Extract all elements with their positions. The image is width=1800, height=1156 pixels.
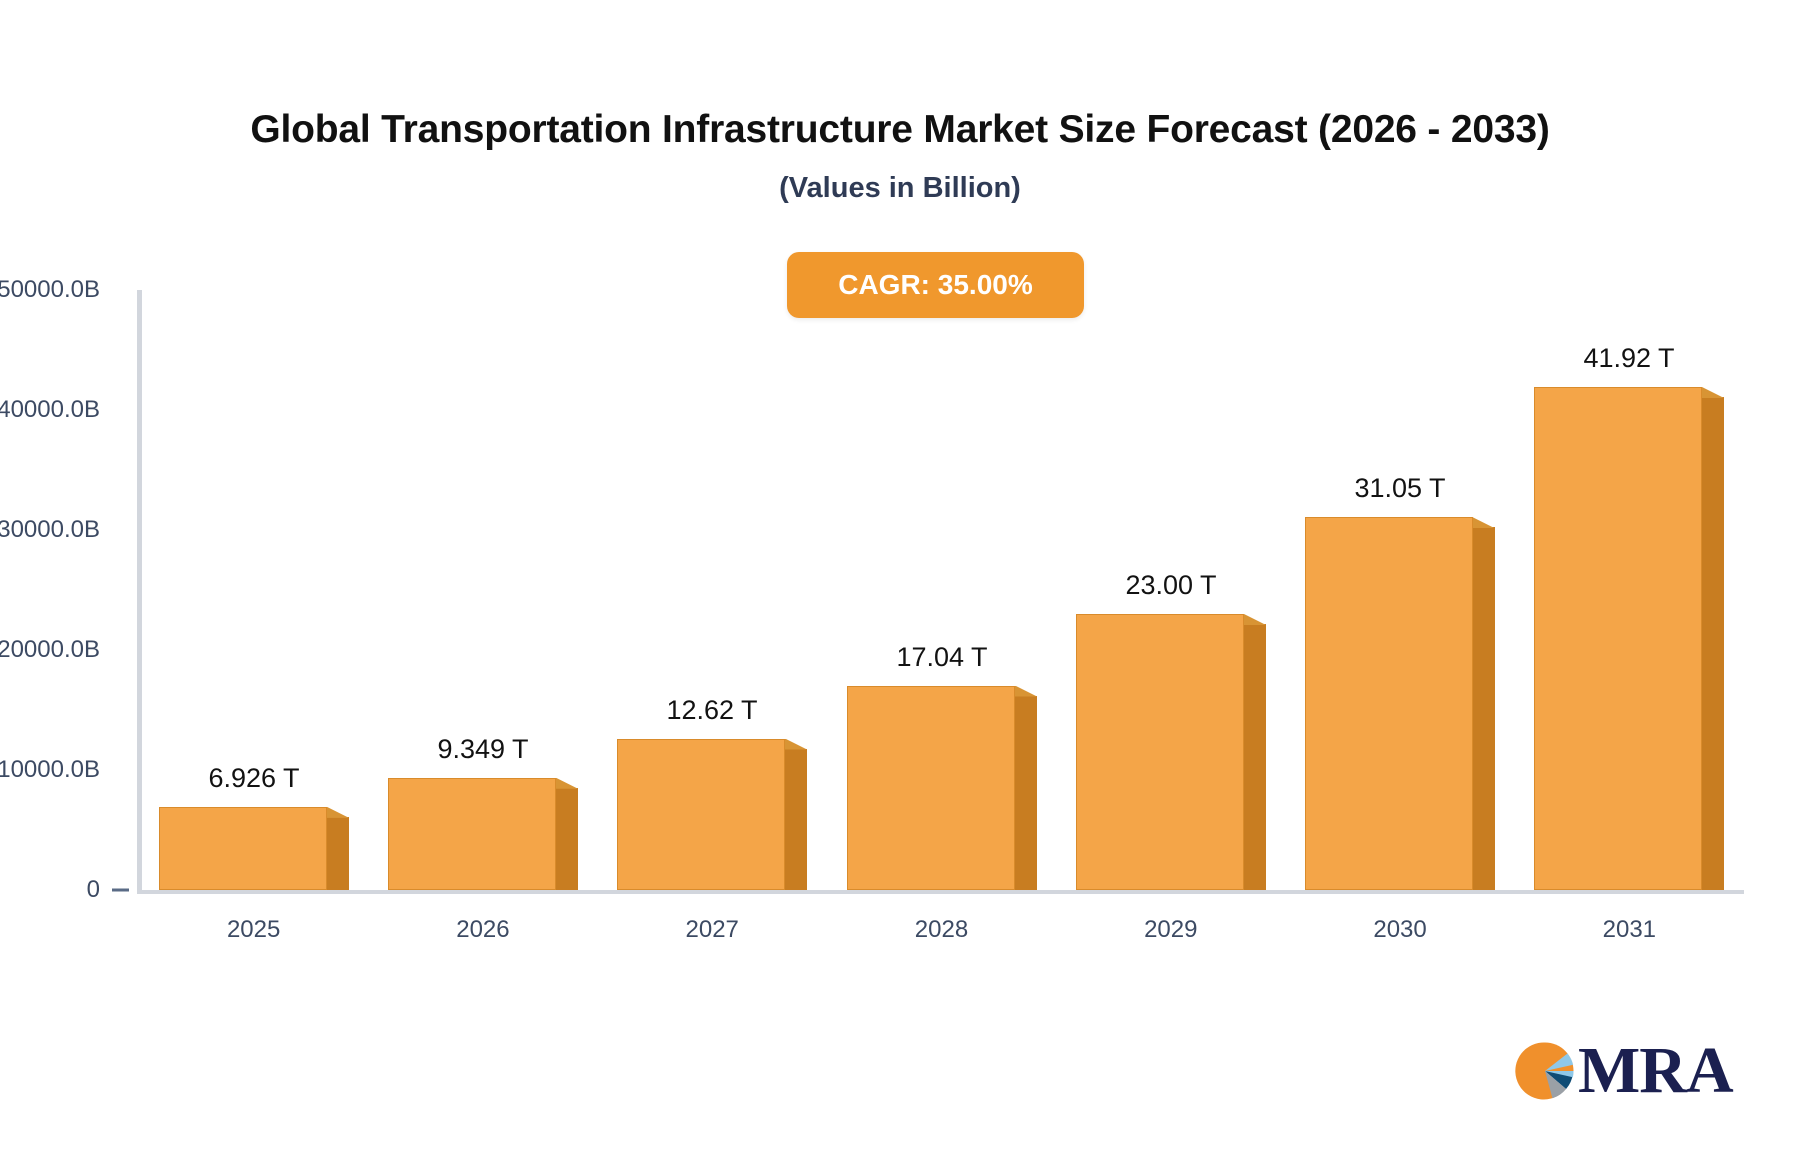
page-title: Global Transportation Infrastructure Mar…	[250, 108, 1550, 151]
bar-2029	[1076, 614, 1244, 890]
bar-side-face	[1702, 396, 1724, 890]
y-tick-label: 30000.0B	[0, 516, 100, 543]
bar-2028	[847, 685, 1015, 890]
x-tick-label: 2028	[914, 916, 969, 943]
bar-value-label: 9.349 T	[437, 733, 529, 764]
x-tick-label: 2026	[456, 916, 510, 943]
bar-2030	[1305, 517, 1473, 890]
bar-top-bevel	[1473, 517, 1495, 529]
y-tick-label: 50000.0B	[0, 276, 100, 303]
x-tick-label: 2030	[1373, 916, 1427, 943]
x-axis-line	[137, 890, 1744, 894]
y-axis-zero-tick	[112, 888, 129, 892]
x-tick-label: 2025	[226, 916, 281, 943]
x-tick-label: 2031	[1602, 916, 1657, 943]
bar-top-bevel	[327, 806, 349, 818]
cagr-badge: CAGR: 35.00%	[787, 252, 1084, 318]
y-tick-label: 10000.0B	[0, 756, 100, 783]
bar-top-bevel	[556, 777, 578, 789]
bar-top-bevel	[1015, 685, 1037, 697]
bar-top-bevel	[1702, 386, 1724, 398]
y-tick-label: 20000.0B	[0, 636, 100, 663]
pie-chart-logo-icon	[1514, 1040, 1576, 1102]
y-axis-line	[137, 290, 142, 893]
x-tick-label: 2027	[685, 916, 739, 943]
y-tick-label: 0	[86, 876, 100, 903]
bar-2025	[159, 806, 327, 890]
bar-side-face	[327, 816, 349, 890]
bar-top-bevel	[785, 738, 807, 750]
bar-value-label: 12.62 T	[666, 694, 758, 725]
bar-side-face	[1473, 527, 1495, 890]
bar-value-label: 31.05 T	[1354, 473, 1446, 504]
bar-side-face	[785, 748, 807, 890]
bar-side-face	[1015, 695, 1037, 890]
bar-value-label: 23.00 T	[1125, 570, 1217, 600]
bar-2027	[617, 738, 785, 890]
cagr-badge-label: CAGR: 35.00%	[838, 269, 1033, 300]
bar-value-label: 6.926 T	[208, 762, 300, 793]
mra-logo: MRA	[1514, 1034, 1734, 1107]
x-tick-label: 2029	[1144, 916, 1198, 943]
logo-wordmark: MRA	[1578, 1034, 1734, 1107]
bar-2026	[388, 777, 556, 890]
bar-value-label: 17.04 T	[896, 641, 988, 672]
bar-2031	[1534, 386, 1702, 890]
chart-subtitle: (Values in Billion)	[779, 172, 1021, 204]
bar-top-bevel	[1244, 614, 1266, 625]
bar-side-face	[1244, 624, 1266, 890]
y-tick-label: 40000.0B	[0, 396, 100, 423]
bar-side-face	[556, 787, 578, 890]
bar-value-label: 41.92 T	[1583, 342, 1675, 373]
